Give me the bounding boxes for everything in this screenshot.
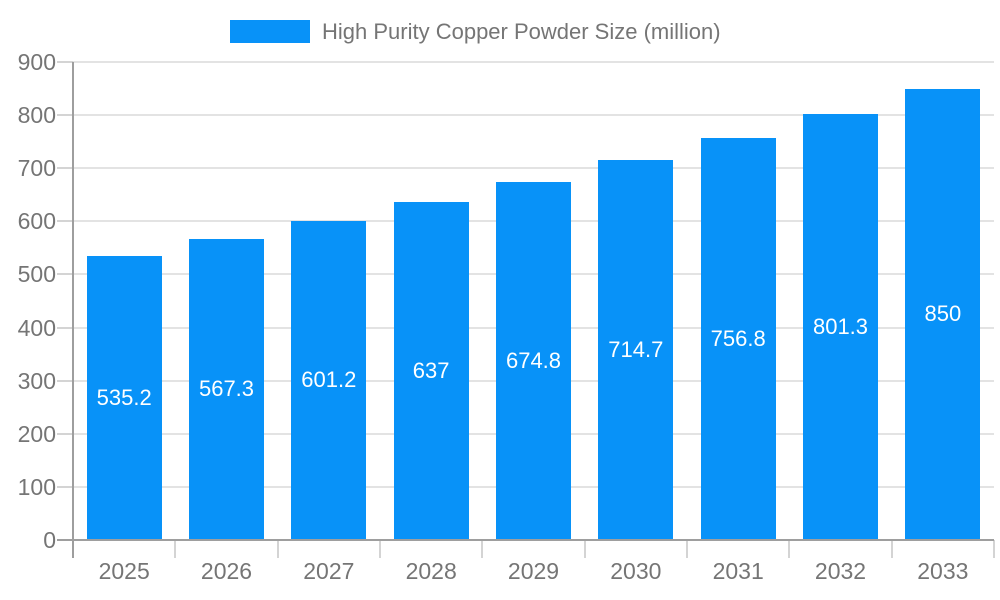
y-axis-label: 400 [17, 314, 56, 341]
x-axis-label: 2028 [405, 558, 457, 584]
x-axis-tick [788, 540, 791, 558]
y-axis-tick [57, 167, 73, 170]
y-axis-tick [57, 220, 73, 223]
x-axis-tick [481, 540, 484, 558]
bar[interactable] [393, 201, 469, 540]
bar[interactable] [905, 88, 981, 540]
bar-value-label: 850 [924, 301, 962, 327]
y-axis-tick [57, 61, 73, 63]
y-axis-tick [57, 114, 73, 117]
x-axis-label: 2027 [303, 558, 355, 584]
y-axis-label: 900 [17, 49, 56, 75]
bar-value-label: 535.2 [96, 384, 152, 410]
legend-swatch [230, 20, 310, 43]
bar-value-label: 601.2 [301, 367, 357, 393]
bar[interactable] [803, 114, 878, 540]
y-axis-tick [57, 326, 73, 329]
x-axis-tick [583, 540, 586, 558]
x-axis-tick [890, 540, 893, 558]
y-axis-label: 600 [17, 208, 56, 235]
x-axis-label: 2029 [507, 558, 560, 584]
legend-label: High Purity Copper Powder Size (million) [322, 19, 721, 44]
bar-value-label: 637 [412, 357, 450, 383]
bar-value-label: 801.3 [812, 314, 869, 340]
bar-value-label: 567.3 [198, 376, 255, 402]
y-axis-label: 700 [17, 155, 56, 182]
bar-value-label: 756.8 [710, 326, 766, 352]
y-axis-label: 0 [43, 527, 56, 553]
gridline [73, 114, 994, 117]
y-axis-label: 500 [17, 261, 56, 288]
gridline [73, 61, 994, 63]
bar[interactable] [598, 160, 674, 540]
x-axis-tick [379, 540, 381, 558]
bar-value-label: 674.8 [505, 347, 562, 373]
x-axis-label: 2031 [712, 558, 764, 584]
y-axis-label: 300 [17, 367, 56, 394]
bar[interactable] [700, 138, 776, 540]
y-axis-label: 200 [17, 420, 56, 447]
bar-value-label: 714.7 [608, 337, 664, 363]
bar[interactable] [86, 255, 162, 540]
y-axis-line [72, 62, 74, 558]
y-axis-tick [57, 273, 73, 276]
x-axis-tick [686, 540, 688, 558]
y-axis-label: 800 [17, 102, 56, 129]
bar[interactable] [189, 238, 264, 540]
x-axis-tick [174, 540, 177, 558]
x-axis-label: 2033 [917, 558, 969, 584]
bar[interactable] [496, 181, 571, 540]
y-axis-tick [57, 485, 73, 488]
y-axis-tick [57, 379, 73, 382]
y-axis-label: 100 [17, 473, 56, 500]
y-axis-tick [57, 432, 73, 435]
x-axis-label: 2032 [814, 558, 867, 584]
gridline [73, 167, 994, 170]
x-axis-tick [993, 540, 995, 558]
x-axis-line [57, 539, 994, 541]
x-axis-label: 2025 [98, 558, 150, 584]
bar[interactable] [291, 220, 367, 540]
x-axis-tick [276, 540, 279, 558]
x-axis-label: 2030 [610, 558, 662, 584]
x-axis-label: 2026 [200, 558, 253, 584]
